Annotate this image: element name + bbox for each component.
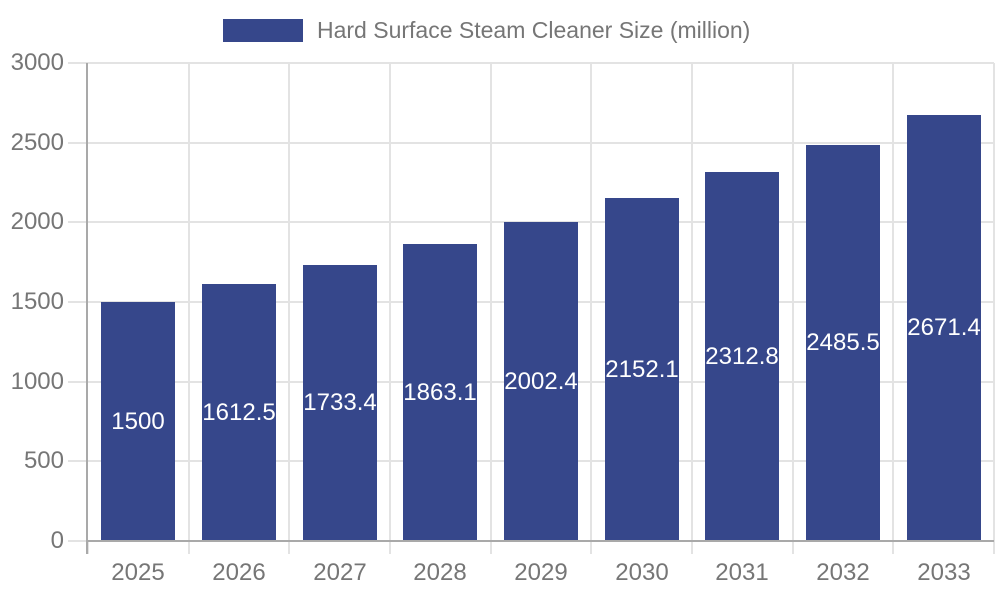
bar-2031[interactable]: 2312.8 [705, 172, 779, 541]
bar-2026[interactable]: 1612.5 [202, 284, 276, 541]
y-axis-line [86, 63, 88, 554]
bar-2030[interactable]: 2152.1 [605, 198, 679, 541]
y-axis-tick [68, 301, 88, 303]
x-axis-label-2027: 2027 [313, 559, 367, 586]
y-axis-tick [68, 381, 88, 383]
y-axis-tick-label: 0 [50, 527, 64, 554]
legend-label: Hard Surface Steam Cleaner Size (million… [317, 17, 751, 43]
gridline-vertical [590, 63, 592, 541]
bar-value-label: 2312.8 [705, 342, 779, 370]
y-axis-tick [68, 62, 88, 64]
x-axis-tick [792, 541, 794, 554]
x-axis-label-2026: 2026 [212, 559, 266, 586]
y-axis-tick-label: 1500 [10, 288, 64, 315]
y-axis-tick [68, 221, 88, 223]
x-axis-label-2032: 2032 [816, 559, 870, 586]
y-axis-tick-label: 2000 [10, 208, 64, 235]
gridline-vertical [490, 63, 492, 541]
bar-value-label: 1612.5 [202, 398, 276, 426]
gridline-horizontal [88, 62, 994, 64]
y-axis-tick-label: 2500 [10, 129, 64, 156]
x-axis-label-2031: 2031 [715, 559, 769, 586]
gridline-horizontal [88, 142, 994, 144]
gridline-vertical [188, 63, 190, 541]
gridline-vertical [691, 63, 693, 541]
x-axis-tick [691, 541, 693, 554]
legend-swatch-icon [223, 19, 303, 42]
bar-2025[interactable]: 1500 [101, 302, 175, 541]
gridline-vertical [288, 63, 290, 541]
x-axis-tick [892, 541, 894, 554]
bar-value-label: 2485.5 [806, 329, 880, 356]
gridline-vertical [892, 63, 894, 541]
x-axis-label-2030: 2030 [615, 559, 669, 586]
bar-value-label: 2152.1 [605, 355, 679, 383]
y-axis-tick [68, 142, 88, 144]
gridline-vertical [993, 63, 995, 541]
x-axis-tick [87, 541, 89, 554]
bar-2033[interactable]: 2671.4 [907, 115, 981, 541]
bar-value-label: 1500 [111, 407, 165, 435]
y-axis-tick-label: 3000 [10, 49, 64, 76]
y-axis-tick-label: 500 [23, 447, 64, 474]
x-axis-tick [188, 541, 190, 554]
bar-value-label: 2671.4 [907, 314, 981, 341]
legend[interactable]: Hard Surface Steam Cleaner Size (million… [223, 17, 750, 44]
y-axis-tick-label: 1000 [10, 368, 64, 395]
y-axis-tick [68, 540, 88, 542]
gridline-vertical [792, 63, 794, 541]
bar-value-label: 2002.4 [504, 367, 578, 395]
x-axis-tick [389, 541, 391, 554]
bar-2029[interactable]: 2002.4 [504, 222, 578, 541]
x-axis-label-2029: 2029 [514, 559, 568, 586]
x-axis-tick [490, 541, 492, 554]
bar-2028[interactable]: 1863.1 [403, 244, 477, 541]
bar-value-label: 1733.4 [303, 389, 377, 416]
x-axis-label-2033: 2033 [917, 559, 971, 586]
x-axis-tick [288, 541, 290, 554]
x-axis-tick [993, 541, 995, 554]
bar-2027[interactable]: 1733.4 [303, 265, 377, 541]
x-axis-line [86, 540, 994, 542]
x-axis-tick [590, 541, 592, 554]
bar-value-label: 1863.1 [403, 378, 477, 406]
y-axis-tick [68, 460, 88, 462]
x-axis-label-2028: 2028 [413, 559, 467, 586]
x-axis-label-2025: 2025 [111, 559, 165, 586]
bar-2032[interactable]: 2485.5 [806, 145, 880, 541]
gridline-vertical [389, 63, 391, 541]
